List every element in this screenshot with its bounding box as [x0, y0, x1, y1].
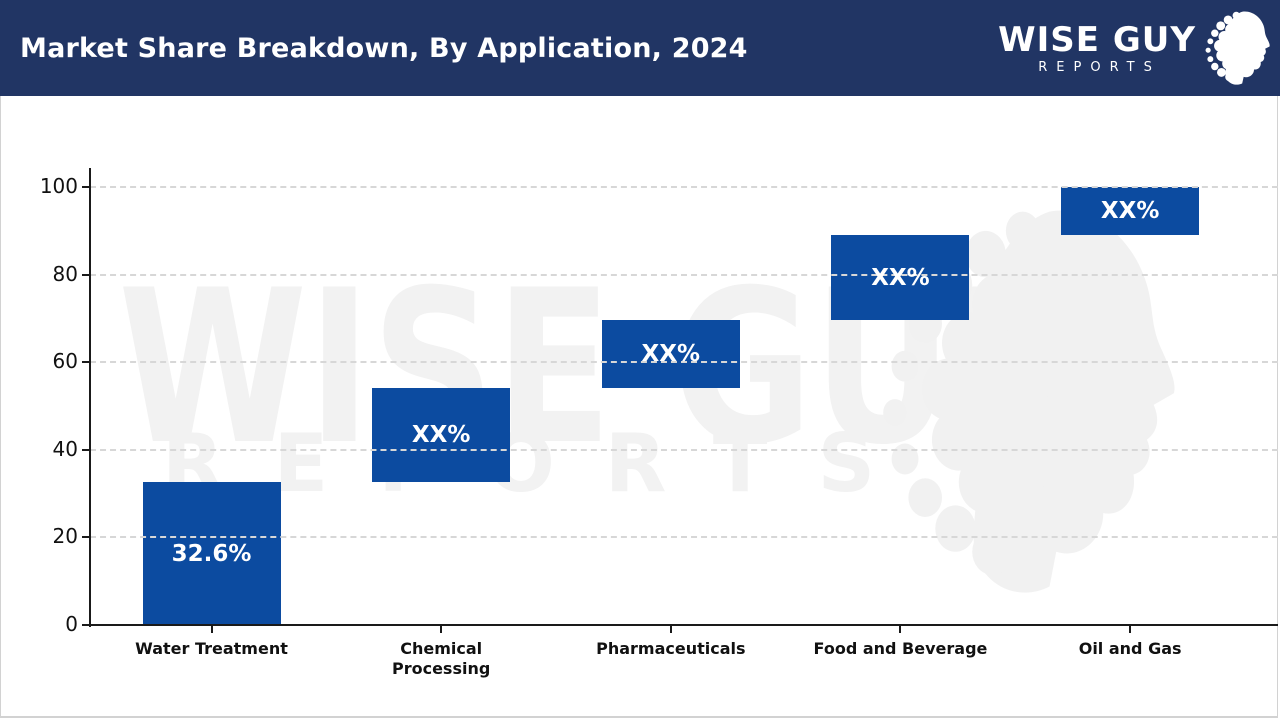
bar-value-label: XX%	[871, 264, 930, 291]
x-tick-label: Water Treatment	[135, 639, 288, 658]
bar-5	[1061, 187, 1200, 236]
gridline-80	[90, 273, 1278, 276]
header-bar: Market Share Breakdown, By Application, …	[0, 0, 1280, 96]
bar-value-label: 32.6%	[171, 540, 252, 567]
brand-name: WISE GUY	[998, 19, 1196, 60]
x-axis-line	[88, 624, 1278, 626]
brand-logo-text: WISE GUY REPORTS	[998, 23, 1196, 74]
x-tick-label: Food and Beverage	[813, 639, 988, 658]
y-tick-label: 100	[39, 174, 78, 198]
y-tick-mark	[82, 273, 90, 276]
bar-value-label: XX%	[411, 421, 471, 448]
y-tick-mark	[82, 186, 90, 188]
x-tick-mark	[1129, 625, 1132, 633]
gridline-60	[90, 361, 1278, 364]
y-tick-label: 60	[52, 349, 78, 374]
bar-value-label: XX%	[1100, 198, 1160, 225]
brand-subname: REPORTS	[1038, 59, 1161, 75]
y-tick-mark	[82, 624, 90, 626]
bar-2	[372, 387, 511, 483]
y-tick-label: 40	[52, 436, 78, 461]
bar-value-label: XX%	[641, 340, 701, 367]
x-tick-mark	[899, 625, 902, 633]
y-tick-label: 80	[52, 261, 78, 286]
x-tick-label: Chemical Processing	[391, 639, 491, 678]
y-tick-label: 20	[52, 524, 78, 549]
brand-logo: WISE GUY REPORTS	[998, 7, 1280, 89]
y-tick-mark	[82, 536, 90, 539]
x-tick-label: Oil and Gas	[1078, 639, 1182, 658]
y-tick-label: 0	[65, 612, 78, 636]
bar-1	[142, 482, 281, 625]
gridline-20	[90, 536, 1278, 539]
gridline-100	[90, 186, 1278, 188]
y-axis-line	[89, 168, 91, 627]
bar-4	[831, 235, 970, 321]
dotted-face-profile-icon	[1200, 7, 1274, 89]
y-tick-mark	[82, 361, 90, 364]
y-tick-mark	[82, 448, 90, 451]
gridline-40	[90, 448, 1278, 451]
bar-3	[601, 320, 740, 388]
x-tick-mark	[210, 625, 213, 633]
x-tick-mark	[440, 625, 443, 633]
x-tick-label: Pharmaceuticals	[596, 639, 746, 658]
x-tick-mark	[669, 625, 672, 633]
page-title: Market Share Breakdown, By Application, …	[20, 32, 748, 64]
